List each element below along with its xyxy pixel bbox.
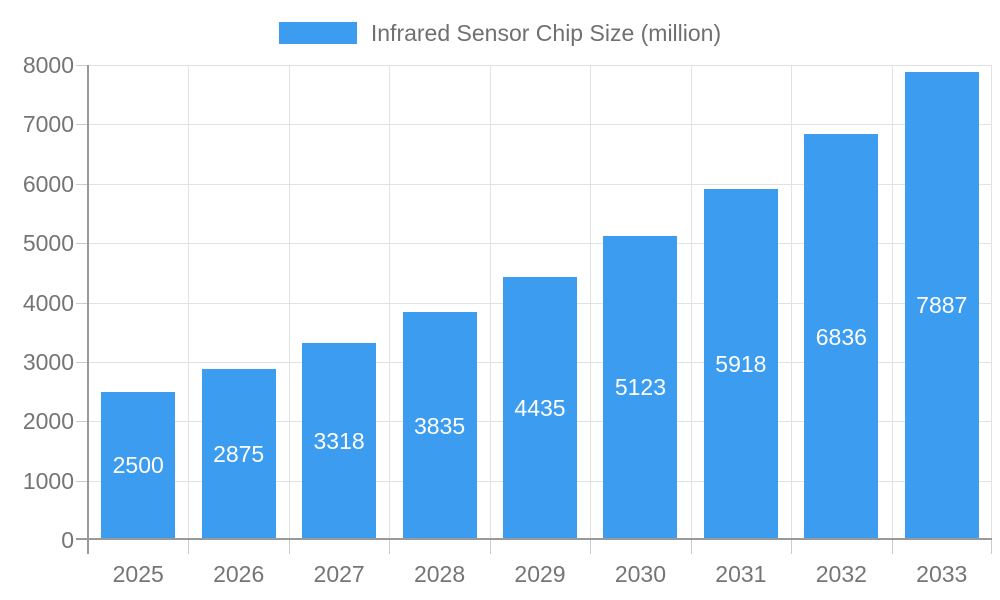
x-axis-tick [389, 540, 390, 554]
bar-2027: 3318 [302, 343, 377, 540]
gridline-vertical [590, 65, 591, 540]
y-axis-line [87, 65, 89, 554]
x-axis-tick [892, 540, 893, 554]
legend-item[interactable]: Infrared Sensor Chip Size (million) [0, 19, 1000, 46]
gridline-horizontal [88, 65, 992, 66]
x-axis-label: 2031 [715, 561, 767, 587]
y-axis-label: 5000 [22, 230, 74, 257]
gridline-vertical [892, 65, 893, 540]
x-axis-tick [991, 540, 992, 554]
bar-value-label: 3835 [413, 412, 466, 439]
bar-value-label: 5123 [614, 374, 667, 401]
y-axis-label: 4000 [22, 289, 74, 316]
bar-value-label: 2875 [213, 441, 265, 468]
gridline-horizontal [88, 124, 992, 125]
y-axis-tick [76, 481, 88, 482]
gridline-horizontal [88, 184, 992, 185]
bar-2032: 6836 [804, 134, 879, 540]
gridline-vertical [389, 65, 390, 540]
bar-value-label: 6836 [815, 323, 867, 350]
bar-2026: 2875 [201, 369, 276, 540]
bar-value-label: 4435 [514, 394, 566, 421]
y-axis-label: 8000 [22, 52, 74, 78]
x-axis-label: 2033 [916, 561, 968, 587]
x-axis-tick [791, 540, 792, 554]
bar-2029: 4435 [503, 276, 577, 540]
bar-value-label: 2500 [112, 452, 164, 479]
y-axis-tick [76, 421, 88, 422]
legend-label: Infrared Sensor Chip Size (million) [370, 19, 722, 46]
gridline-vertical [490, 65, 491, 540]
bar-2028: 3835 [402, 312, 477, 540]
gridline-horizontal [88, 243, 992, 244]
gridline-vertical [188, 65, 189, 540]
legend-swatch [278, 22, 357, 44]
bar-2030: 5123 [603, 235, 678, 540]
y-axis-tick [76, 362, 88, 363]
bar-value-label: 3318 [313, 428, 365, 454]
x-axis-tick [590, 540, 591, 554]
y-axis-tick [76, 124, 88, 125]
x-axis-label: 2032 [815, 561, 867, 587]
y-axis-label: 2000 [22, 408, 74, 435]
y-axis-tick [76, 303, 88, 304]
gridline-vertical [691, 65, 692, 540]
bar-value-label: 7887 [916, 292, 968, 319]
y-axis-label: 3000 [22, 348, 74, 375]
y-axis-label: 1000 [22, 467, 74, 494]
x-axis-label: 2026 [213, 561, 265, 587]
x-axis-label: 2030 [614, 561, 667, 587]
y-axis-label: 7000 [22, 111, 74, 138]
y-axis-label: 6000 [22, 170, 74, 197]
bar-value-label: 5918 [715, 350, 767, 377]
x-axis-line [76, 538, 992, 540]
x-axis-label: 2029 [514, 561, 566, 587]
x-axis-label: 2028 [413, 561, 466, 587]
bar-2025: 2500 [101, 391, 176, 540]
gridline-vertical [791, 65, 792, 540]
x-axis-tick [289, 540, 290, 554]
x-axis-tick [490, 540, 491, 554]
y-axis-label: 0 [61, 527, 74, 553]
gridline-vertical [289, 65, 290, 540]
y-axis-tick [76, 65, 88, 66]
bar-2033: 7887 [904, 71, 979, 540]
x-axis-label: 2025 [112, 561, 164, 587]
x-axis-tick [691, 540, 692, 554]
y-axis-tick [76, 243, 88, 244]
bar-2031: 5918 [703, 188, 778, 540]
gridline-vertical [991, 65, 992, 540]
y-axis-tick [76, 184, 88, 185]
plot-area: 2500 2875 3318 3835 4435 5123 5918 6836 7887 [76, 65, 992, 554]
x-axis-label: 2027 [313, 561, 365, 587]
x-axis-tick [188, 540, 189, 554]
